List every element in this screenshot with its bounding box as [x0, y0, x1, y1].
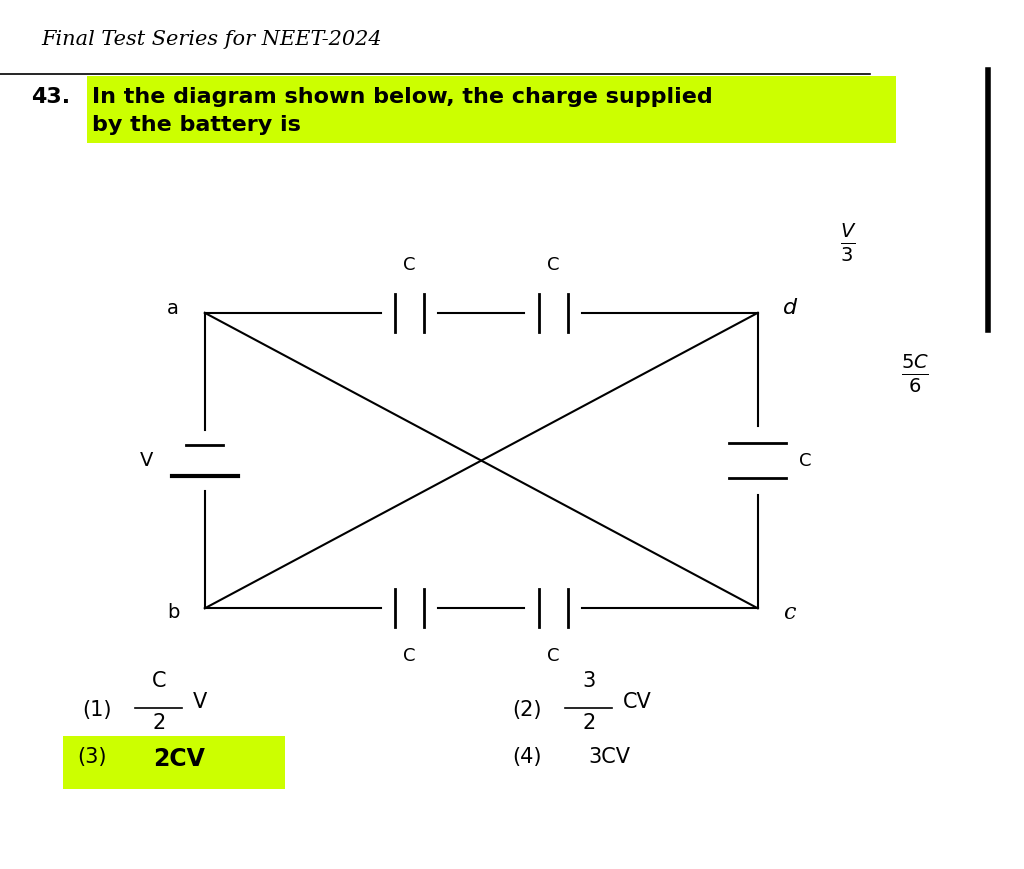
- Text: C: C: [547, 255, 559, 274]
- Text: $\frac{V}{3}$: $\frac{V}{3}$: [840, 222, 856, 264]
- Text: c: c: [783, 601, 796, 624]
- Text: 43.: 43.: [31, 87, 70, 107]
- Text: by the battery is: by the battery is: [92, 115, 301, 135]
- Text: $\frac{5C}{6}$: $\frac{5C}{6}$: [901, 353, 929, 395]
- Text: 2CV: 2CV: [154, 747, 206, 772]
- Text: 2: 2: [583, 713, 595, 733]
- Text: 3CV: 3CV: [589, 747, 631, 767]
- Text: C: C: [547, 647, 559, 666]
- Text: 2: 2: [153, 713, 165, 733]
- Text: CV: CV: [623, 692, 651, 713]
- Text: (3): (3): [77, 747, 106, 767]
- Text: d: d: [783, 298, 798, 319]
- Text: 3: 3: [583, 671, 595, 691]
- Text: C: C: [403, 647, 416, 666]
- Text: V: V: [140, 451, 154, 470]
- Text: (4): (4): [512, 747, 542, 767]
- Text: a: a: [167, 299, 179, 318]
- FancyBboxPatch shape: [87, 76, 896, 143]
- Text: (1): (1): [82, 700, 112, 720]
- Text: b: b: [167, 603, 179, 622]
- Text: (2): (2): [512, 700, 542, 720]
- Text: V: V: [193, 692, 207, 713]
- Text: C: C: [152, 671, 166, 691]
- Text: In the diagram shown below, the charge supplied: In the diagram shown below, the charge s…: [92, 87, 713, 107]
- FancyBboxPatch shape: [63, 736, 285, 789]
- Text: Final Test Series for NEET-2024: Final Test Series for NEET-2024: [41, 30, 382, 50]
- Text: C: C: [403, 255, 416, 274]
- Text: C: C: [799, 452, 811, 469]
